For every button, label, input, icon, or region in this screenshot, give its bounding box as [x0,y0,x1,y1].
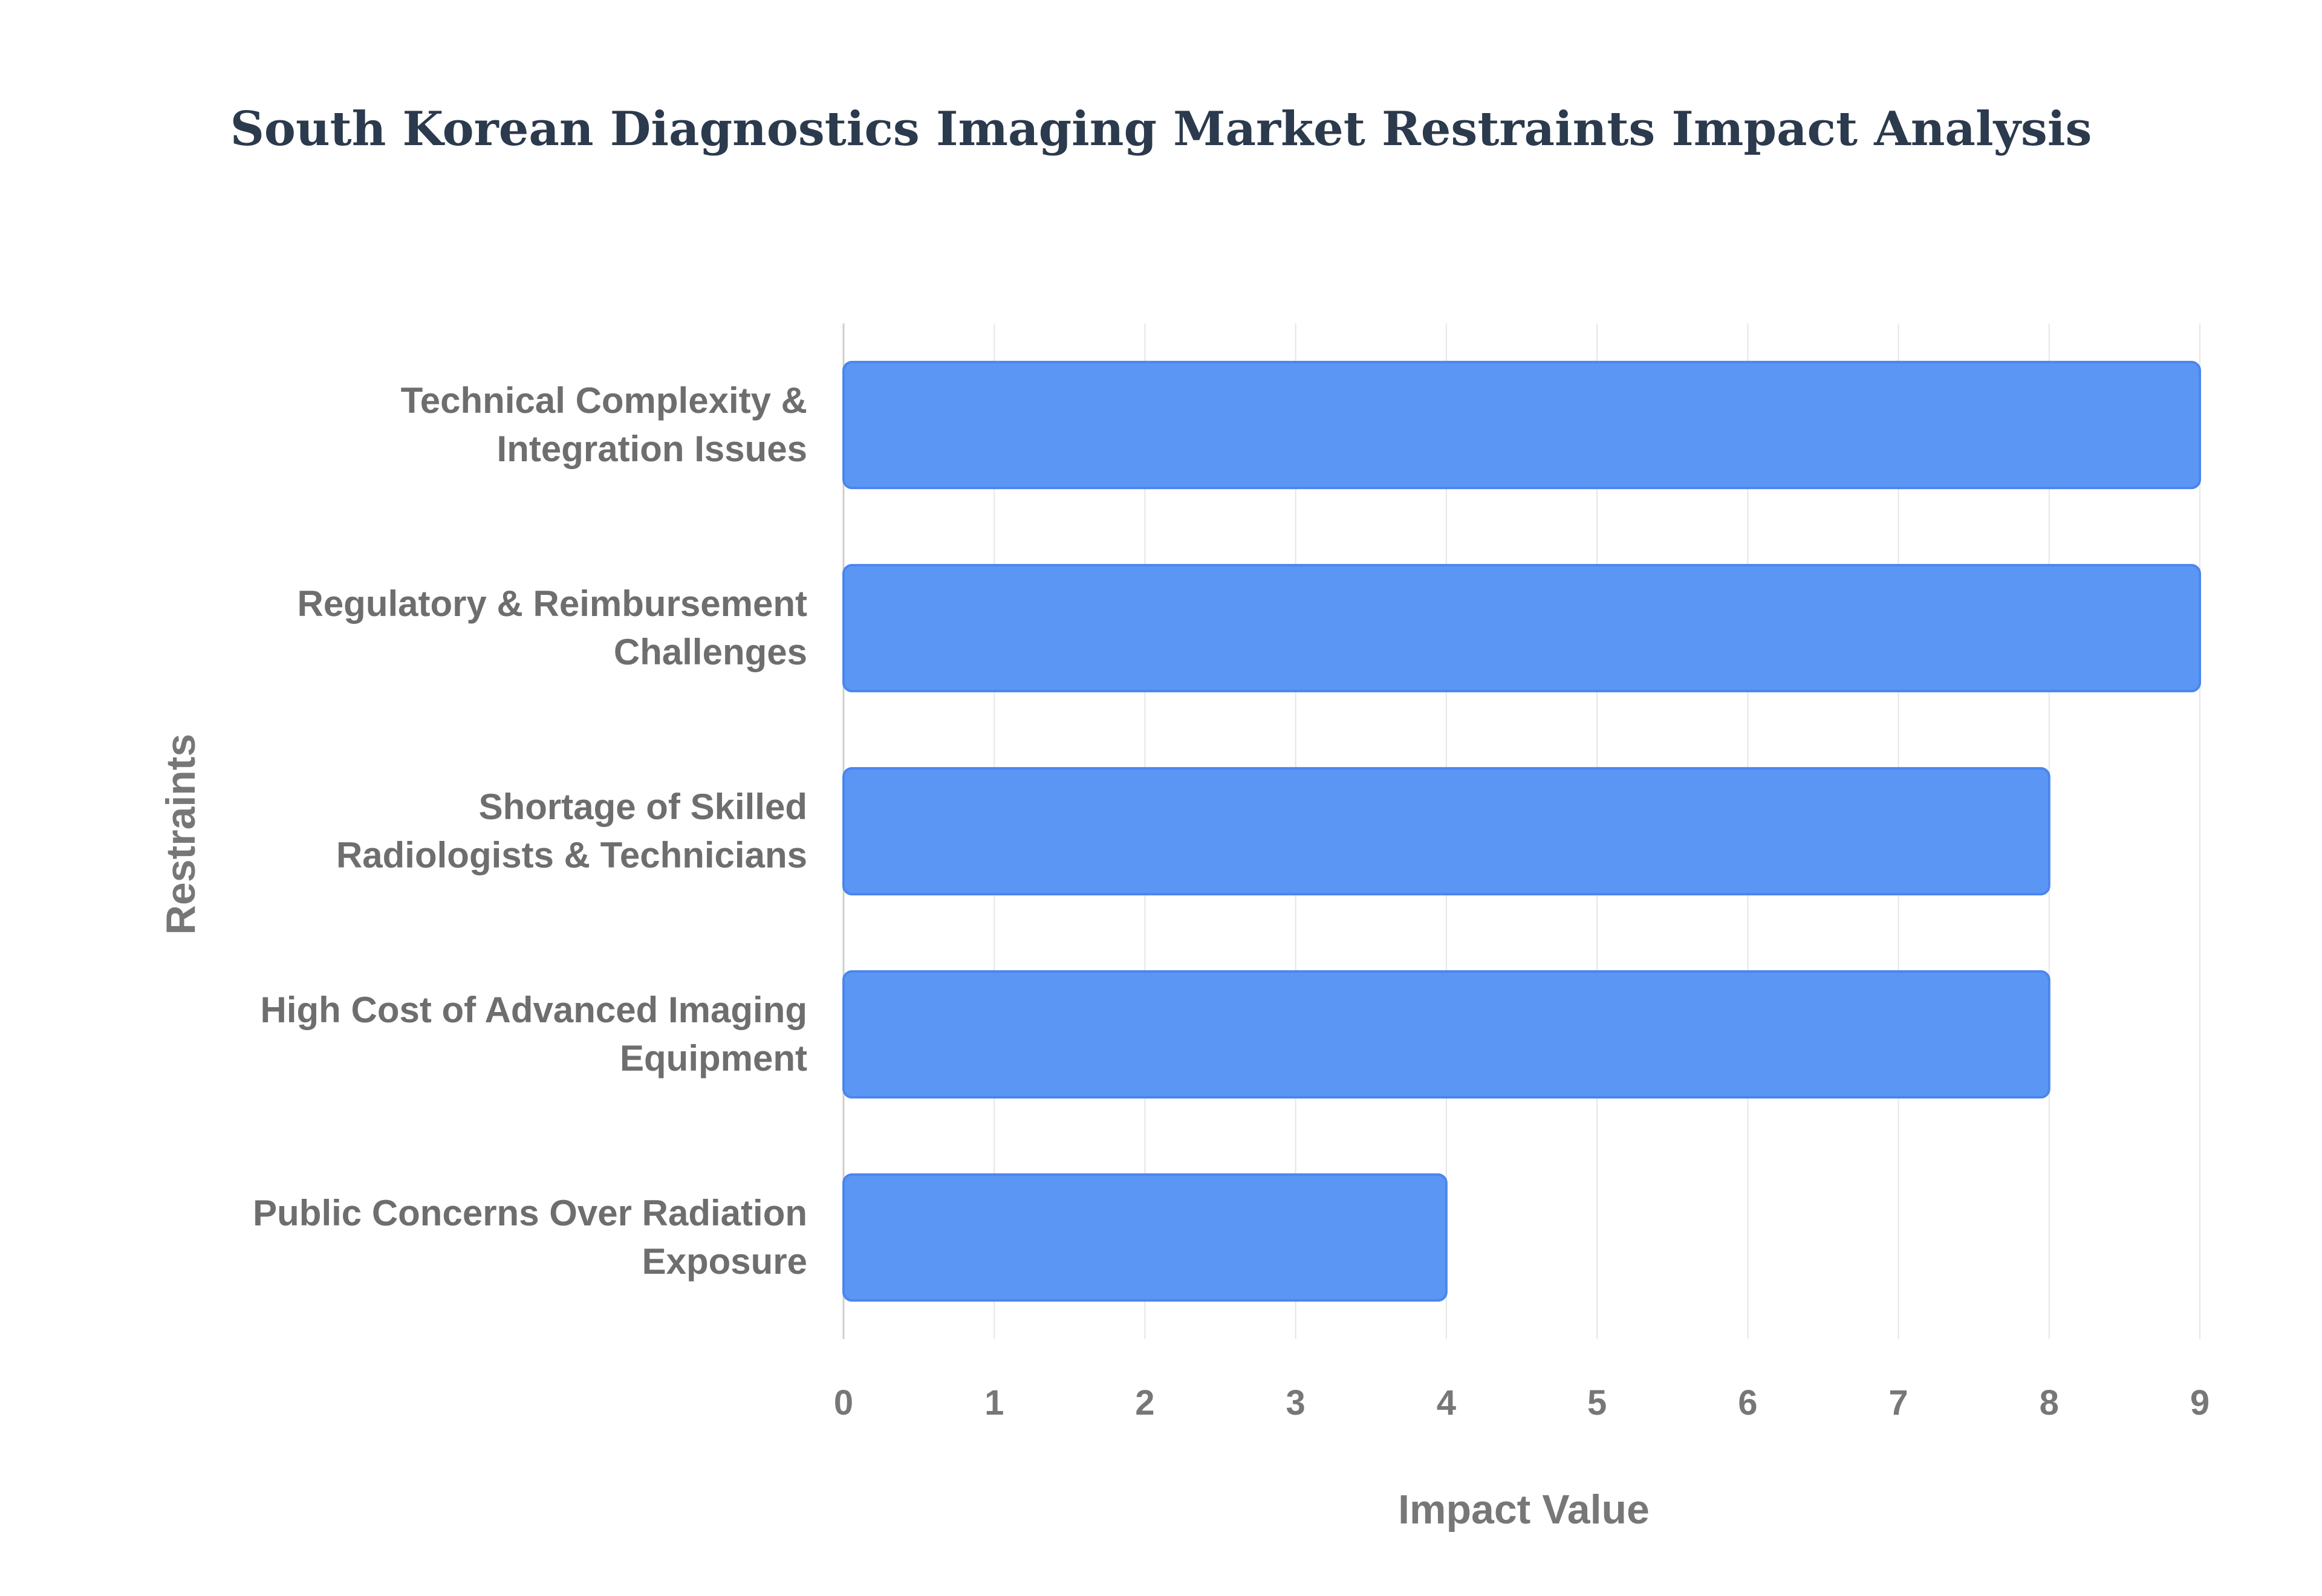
bar [842,563,2201,693]
x-tick-label: 5 [1587,1383,1607,1422]
x-tick-label: 9 [2190,1383,2210,1422]
bar [842,970,2050,1099]
y-tick-label: Integration Issues [497,429,807,469]
y-tick-label: Public Concerns Over Radiation [253,1193,807,1233]
x-tick-label: 2 [1135,1383,1154,1422]
y-tick-label: Exposure [642,1241,807,1282]
x-tick-label: 7 [1888,1383,1908,1422]
x-tick-label: 3 [1286,1383,1306,1422]
y-tick-label: High Cost of Advanced Imaging [261,990,807,1030]
bar [842,360,2201,490]
x-tick-label: 6 [1738,1383,1757,1422]
x-tick-label: 4 [1437,1383,1456,1422]
y-tick-label: Regulatory & Reimbursement [297,583,807,624]
x-tick-label: 1 [984,1383,1004,1422]
y-axis-label: Restraints [158,734,204,935]
chart-title: South Korean Diagnostics Imaging Market … [230,102,2092,157]
bars [842,360,2201,1302]
x-axis-ticks: 0 1 2 3 4 5 6 7 8 9 [834,1383,2210,1422]
bar [842,767,2050,896]
x-tick-label: 0 [834,1383,853,1422]
x-tick-label: 8 [2040,1383,2059,1422]
y-tick-label: Equipment [620,1038,807,1079]
y-tick-label: Challenges [614,632,807,672]
y-axis-labels: Technical Complexity & Integration Issues… [253,380,807,1282]
x-axis-label: Impact Value [1398,1487,1650,1533]
y-tick-label: Technical Complexity & [401,380,807,421]
bar [842,1173,1448,1302]
y-tick-label: Shortage of Skilled [479,787,807,827]
y-tick-label: Radiologists & Technicians [336,835,807,875]
